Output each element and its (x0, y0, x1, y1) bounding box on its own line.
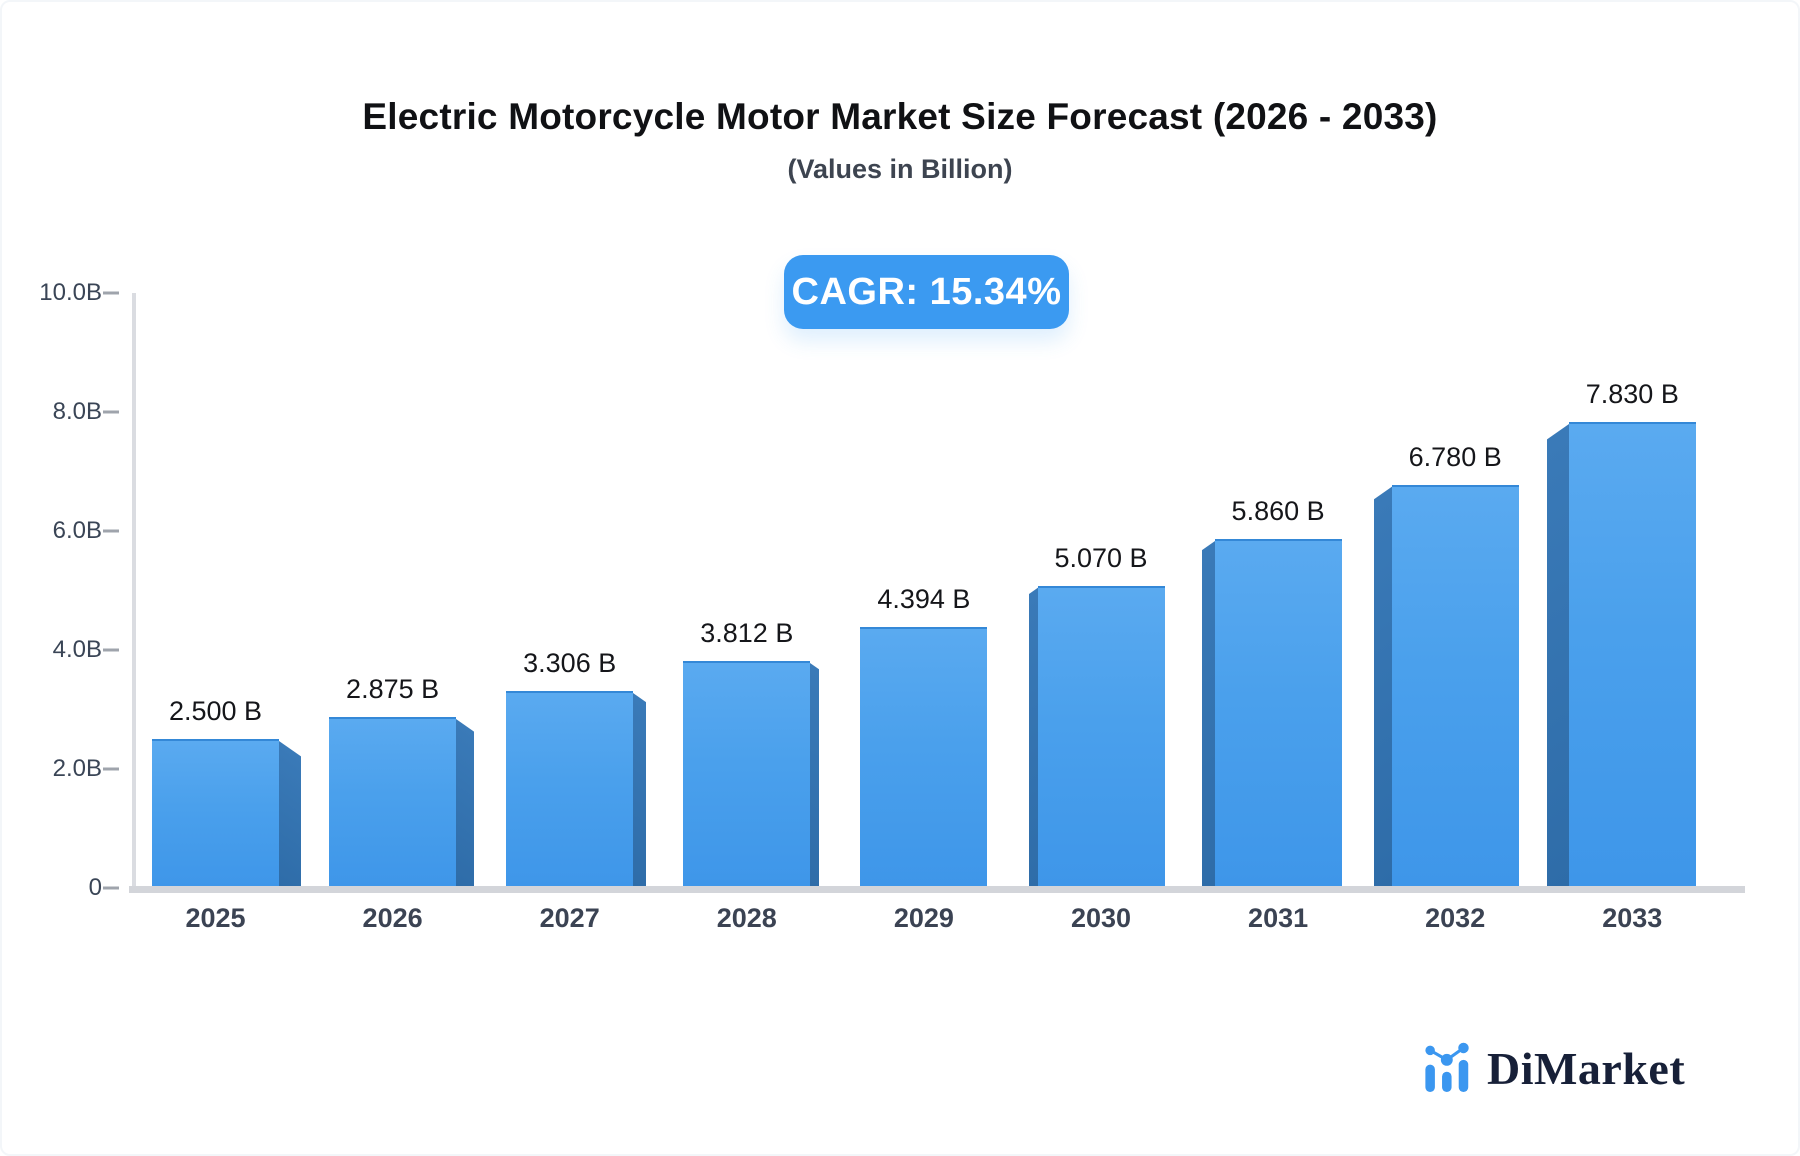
y-tick-label: 6.0B (52, 517, 102, 544)
bar-value-label: 2.500 B (168, 696, 263, 727)
chart-subtitle: (Values in Billion) (787, 154, 1013, 184)
y-axis-line (132, 293, 136, 888)
bar-2033 (1546, 422, 1696, 888)
plot-area (135, 293, 1745, 888)
bar-2031 (1201, 539, 1342, 888)
mini-bar-line-chart-icon (1425, 1042, 1469, 1092)
bar-value-label: 3.306 B (523, 648, 617, 679)
bar-2029 (860, 626, 988, 888)
x-axis-label-2031: 2031 (1248, 903, 1309, 933)
x-axis-label-2032: 2032 (1425, 903, 1486, 933)
x-axis-baseline (129, 886, 1745, 893)
y-tick-mark (103, 529, 119, 533)
brand-logo: DiMarket (1423, 1042, 1685, 1092)
bar-side-face (633, 693, 647, 888)
y-tick-label: 8.0B (52, 398, 102, 425)
x-axis-label-2029: 2029 (893, 903, 954, 933)
y-tick-label: 0 (88, 874, 102, 901)
bar-side-face (1029, 588, 1038, 888)
y-tick-mark (103, 648, 119, 652)
y-tick-label: 4.0B (52, 636, 102, 663)
bar-2025 (152, 739, 301, 888)
cagr-badge: CAGR: 15.34% (784, 255, 1069, 329)
bar-side-face (810, 663, 819, 888)
chart-header: Electric Motorcycle Motor Market Size Fo… (2, 2, 1798, 185)
y-tick-label: 2.0B (52, 755, 102, 782)
brand-logo-text: DiMarket (1487, 1043, 1686, 1094)
bar-side-face (279, 741, 301, 888)
y-tick-mark (103, 410, 119, 414)
bar-value-label: 5.070 B (1054, 543, 1148, 574)
bar-2026 (329, 716, 474, 888)
bar-value-label: 5.860 B (1231, 496, 1325, 527)
x-axis-label-2028: 2028 (716, 903, 777, 933)
bar-side-face (456, 718, 474, 888)
bar-side-face (1546, 424, 1569, 888)
cagr-badge-label: CAGR: 15.34% (791, 270, 1062, 313)
bar-2032 (1374, 484, 1519, 888)
bar-2027 (506, 691, 647, 888)
y-tick-mark (103, 767, 119, 771)
bar-value-label: 3.812 B (700, 618, 794, 649)
chart-title: Electric Motorcycle Motor Market Size Fo… (362, 96, 1438, 137)
bar-value-label: 6.780 B (1408, 441, 1502, 472)
bar-2030 (1029, 586, 1165, 888)
x-axis-label-2026: 2026 (362, 903, 423, 933)
y-tick-label: 10.0B (39, 279, 102, 306)
bar-value-label: 2.875 B (346, 673, 440, 704)
x-axis-label-2025: 2025 (185, 903, 246, 933)
bar-value-label: 7.830 B (1585, 379, 1679, 410)
x-axis-label-2033: 2033 (1602, 903, 1663, 933)
bar-side-face (1201, 541, 1215, 888)
x-axis-label-2030: 2030 (1070, 903, 1132, 933)
bar-side-face (1374, 486, 1392, 888)
x-axis-label-2027: 2027 (539, 903, 600, 933)
y-tick-mark (103, 886, 119, 890)
bar-value-label: 4.394 B (877, 583, 971, 614)
y-tick-mark (103, 291, 119, 295)
bar-2028 (683, 661, 819, 888)
